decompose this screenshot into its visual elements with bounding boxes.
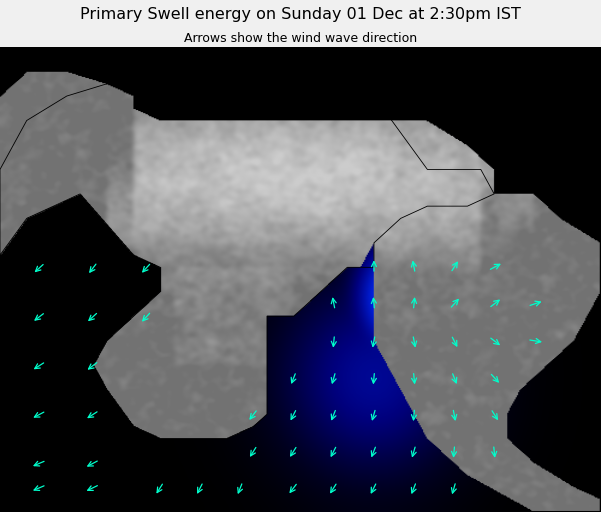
Text: Arrows show the wind wave direction: Arrows show the wind wave direction [184,32,417,45]
Text: Primary Swell energy on Sunday 01 Dec at 2:30pm IST: Primary Swell energy on Sunday 01 Dec at… [80,7,521,22]
